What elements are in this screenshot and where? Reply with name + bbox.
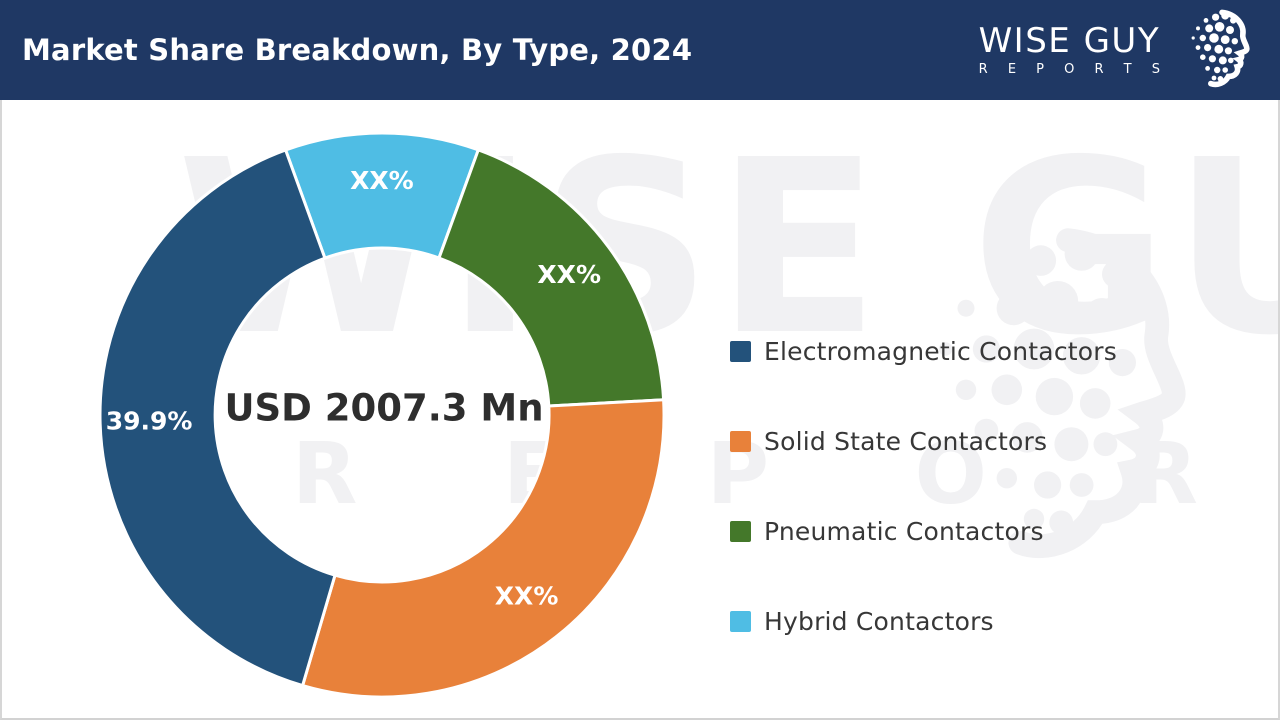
logo-text-main: WISE GUY [978, 21, 1161, 61]
page-title: Market Share Breakdown, By Type, 2024 [22, 33, 693, 67]
header-bar: Market Share Breakdown, By Type, 2024 WI… [0, 0, 1280, 100]
legend-swatch [730, 520, 751, 542]
segment-value-label: 39.9% [106, 406, 193, 435]
chart-area: WISE GUY R E P O R T S XX%XX%XX%39.9% US… [0, 100, 1280, 720]
chart-center-value: USD 2007.3 Mn [224, 386, 544, 430]
wiseguy-logo: WISE GUY R E P O R T S [971, 6, 1254, 94]
legend-item-pneumatic: Pneumatic Contactors [730, 511, 1117, 551]
face-profile-icon [1174, 6, 1254, 94]
legend-label: Hybrid Contactors [764, 606, 994, 636]
legend-label: Electromagnetic Contactors [764, 336, 1117, 366]
donut-segment-1 [300, 398, 666, 699]
legend-item-solid-state: Solid State Contactors [730, 421, 1117, 461]
legend-label: Solid State Contactors [764, 426, 1048, 456]
donut-chart: XX% XX% XX% 39.9% [98, 131, 666, 699]
legend-item-hybrid: Hybrid Contactors [730, 601, 1117, 641]
segment-value-label: XX% [495, 582, 559, 611]
chart-legend: Electromagnetic Contactors Solid State C… [730, 331, 1117, 691]
donut-segment-2 [437, 147, 666, 408]
legend-item-electromagnetic: Electromagnetic Contactors [730, 331, 1117, 371]
legend-swatch [730, 430, 751, 452]
legend-label: Pneumatic Contactors [764, 516, 1044, 546]
donut-segment-0 [98, 148, 337, 688]
segment-value-label: XX% [350, 166, 414, 195]
logo-text-sub: R E P O R T S [978, 62, 1168, 77]
segment-value-label: XX% [537, 260, 601, 289]
legend-swatch [730, 340, 751, 362]
legend-swatch [730, 610, 751, 632]
